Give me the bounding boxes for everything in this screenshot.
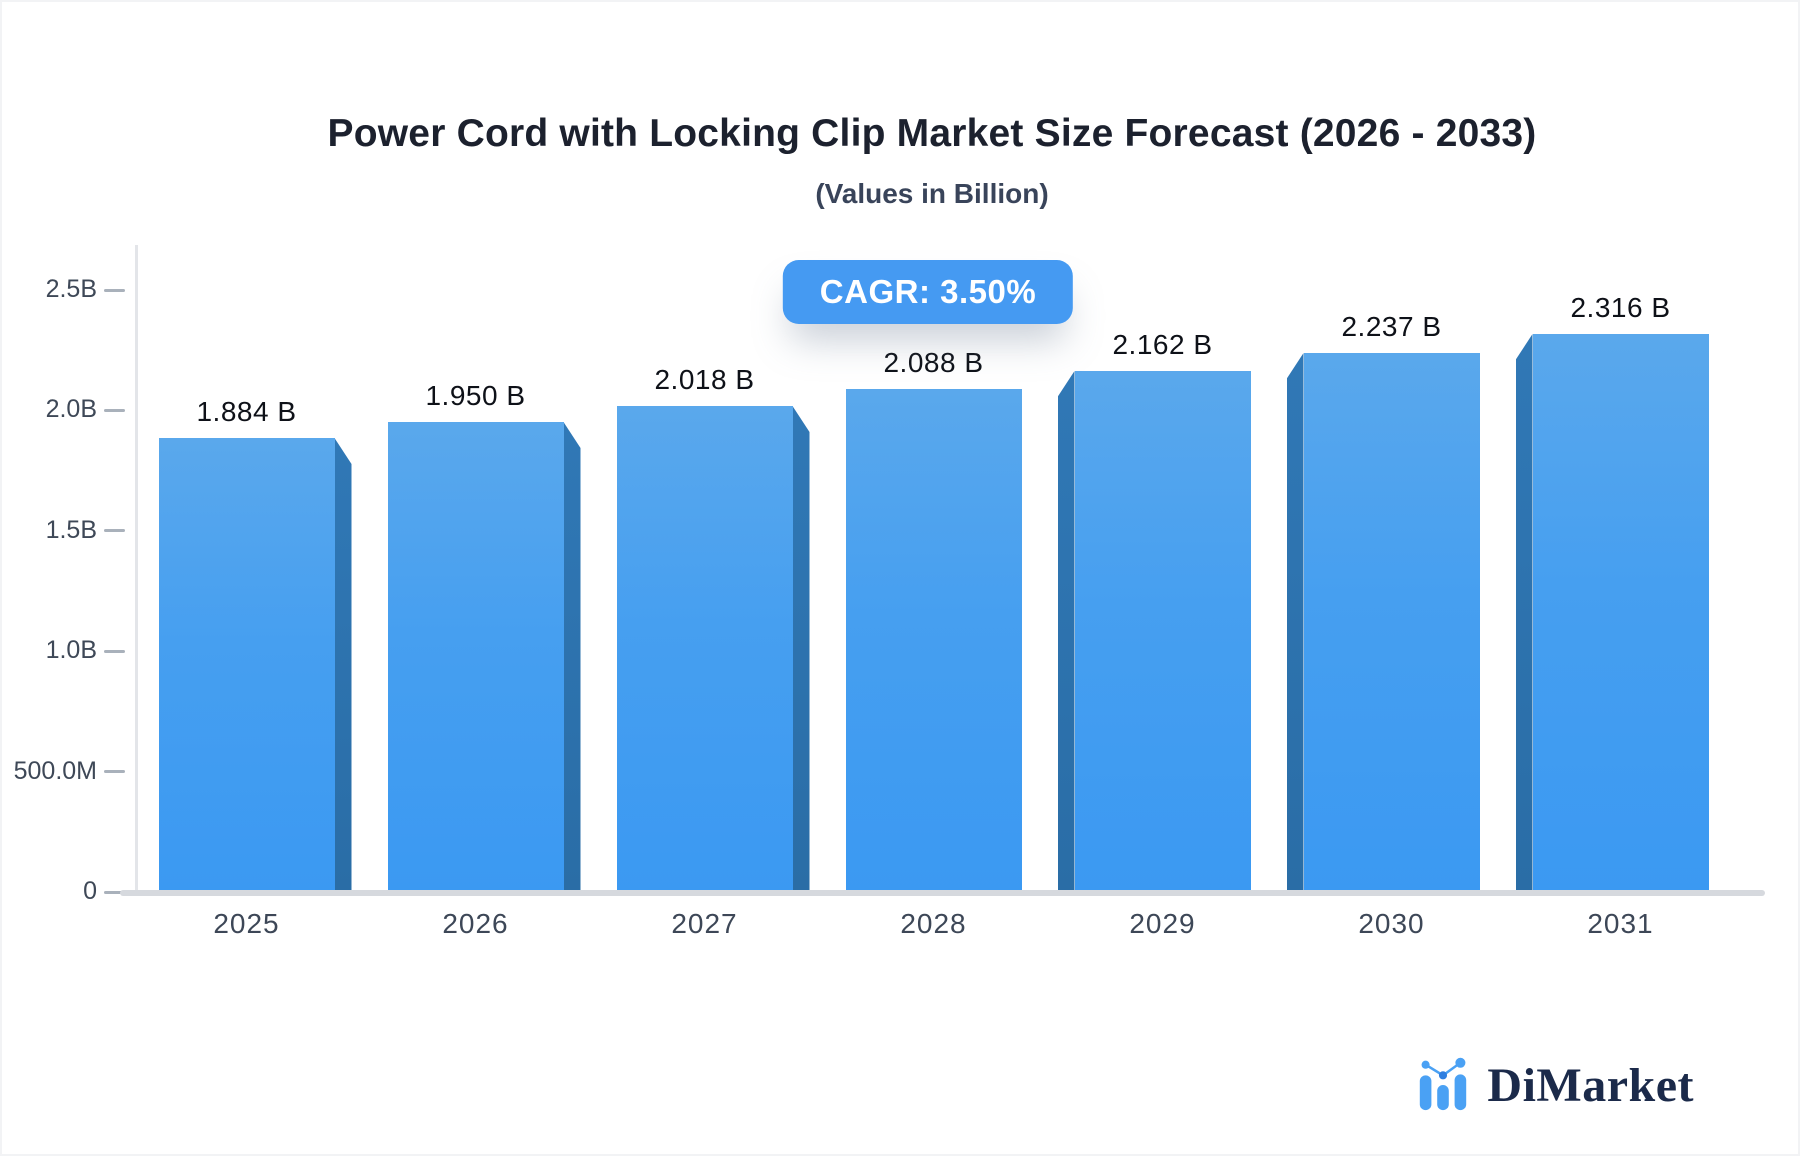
y-axis-tick-label: 1.5B bbox=[45, 515, 97, 544]
y-axis-tick-mark bbox=[104, 288, 125, 292]
y-axis-tick-label: 2.0B bbox=[45, 395, 97, 424]
bar-2028[interactable] bbox=[845, 389, 1022, 892]
bar-chart-plot-area: 0 500.0M 1.0B 1.5B 2.0B 2.5B 1.884 B 2025 1.950… bbox=[14, 245, 1765, 939]
bar-2029[interactable] bbox=[1074, 371, 1251, 892]
x-axis-label: 2026 bbox=[442, 908, 509, 939]
bar-value-label: 2.162 B bbox=[1112, 329, 1213, 360]
y-axis-tick-label: 2.5B bbox=[45, 275, 97, 303]
bar-value-label: 2.237 B bbox=[1341, 311, 1442, 342]
dimarket-logo: DiMarket bbox=[1414, 1056, 1694, 1114]
bar-2027[interactable] bbox=[616, 406, 793, 892]
chart-header: Power Cord with Locking Clip Market Size… bbox=[62, 2, 1798, 210]
x-axis-label: 2030 bbox=[1358, 908, 1425, 939]
x-axis-baseline bbox=[120, 890, 1765, 896]
bar-value-label: 2.316 B bbox=[1570, 292, 1671, 323]
dimarket-logo-text: DiMarket bbox=[1487, 1058, 1694, 1112]
bar-2025[interactable] bbox=[158, 438, 335, 892]
x-axis-label: 2027 bbox=[671, 908, 738, 939]
bar-value-label: 1.950 B bbox=[425, 380, 526, 411]
page-subtitle: (Values in Billion) bbox=[815, 178, 1049, 209]
y-axis-tick-label: 500.0M bbox=[13, 756, 97, 785]
y-axis-tick-mark bbox=[104, 770, 125, 774]
bar-2031[interactable] bbox=[1532, 334, 1709, 892]
bar-3d-side bbox=[334, 438, 352, 892]
cagr-badge: CAGR: 3.50% bbox=[782, 260, 1074, 324]
bar-2030[interactable] bbox=[1303, 353, 1480, 892]
bar-2026[interactable] bbox=[387, 422, 564, 892]
y-axis-line bbox=[135, 245, 138, 892]
bar-value-label: 2.018 B bbox=[654, 364, 755, 395]
bar-3d-side bbox=[1286, 353, 1304, 892]
y-axis-tick-mark bbox=[104, 408, 125, 412]
y-axis-tick-label: 0 bbox=[83, 877, 97, 905]
y-axis-tick-label: 1.0B bbox=[45, 636, 97, 665]
bar-value-label: 2.088 B bbox=[883, 347, 984, 378]
bar-value-label: 1.884 B bbox=[196, 396, 297, 427]
x-axis-label: 2025 bbox=[213, 908, 280, 939]
y-axis-tick-mark bbox=[104, 890, 125, 894]
bar-3d-side bbox=[563, 422, 581, 892]
bar-3d-side bbox=[1515, 334, 1533, 892]
bar-3d-side bbox=[792, 406, 810, 892]
page-title: Power Cord with Locking Clip Market Size… bbox=[327, 112, 1537, 155]
x-axis-label: 2028 bbox=[900, 908, 967, 939]
x-axis-label: 2029 bbox=[1129, 908, 1196, 939]
x-axis-label: 2031 bbox=[1587, 908, 1654, 939]
y-axis-tick-mark bbox=[104, 649, 125, 653]
dimarket-logo-icon bbox=[1420, 1057, 1467, 1111]
bar-3d-side bbox=[1057, 371, 1075, 892]
y-axis-tick-mark bbox=[104, 529, 125, 533]
